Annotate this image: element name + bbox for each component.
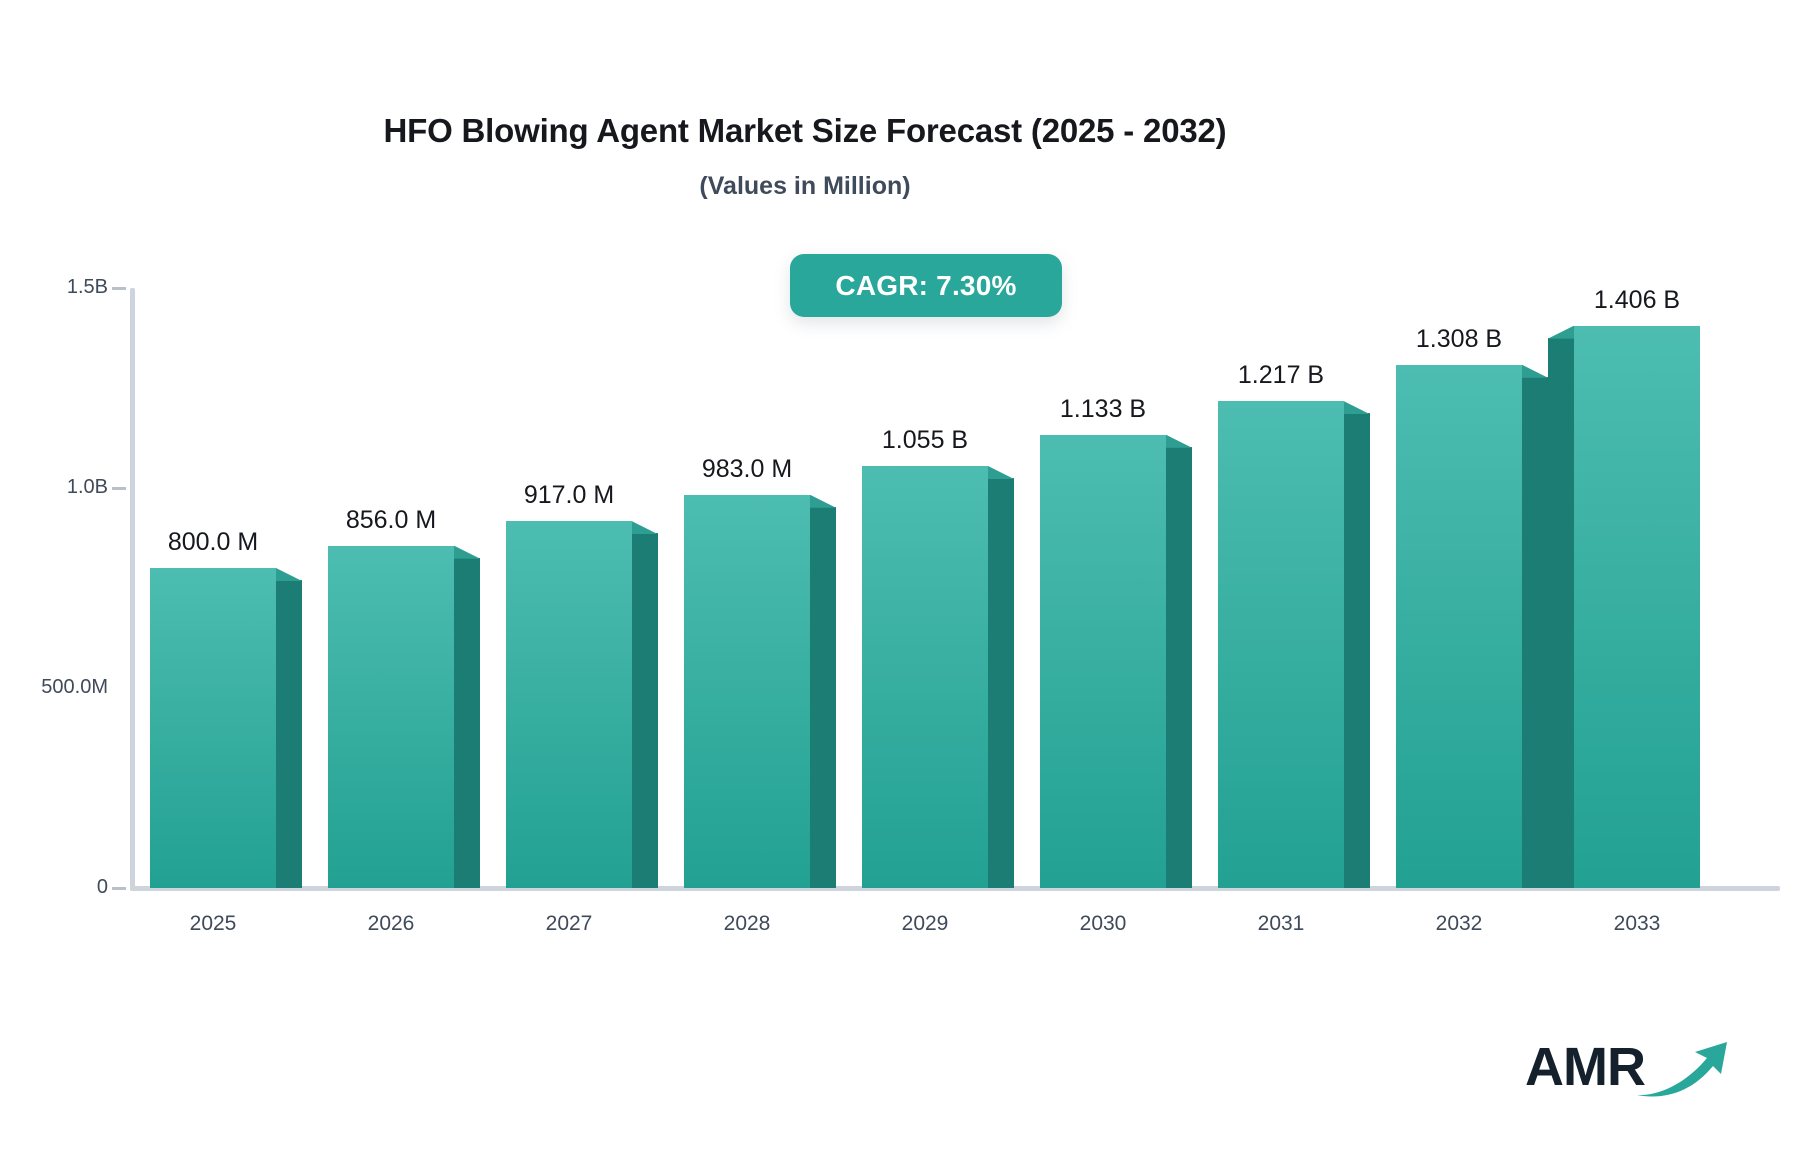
bar-value-label: 1.217 B xyxy=(1237,361,1325,390)
bar-side-face xyxy=(1166,446,1192,888)
bar-value-label: 856.0 M xyxy=(345,505,437,534)
bar-side-face xyxy=(1522,376,1548,888)
y-tick-mark xyxy=(112,887,126,890)
bar-front-face xyxy=(328,545,454,888)
chart-title: HFO Blowing Agent Market Size Forecast (… xyxy=(383,112,1227,149)
y-tick-label: 500.0M xyxy=(41,676,108,698)
bar-front-face xyxy=(1040,434,1166,888)
bar-value-label: 1.133 B xyxy=(1059,394,1147,423)
bar-top-bevel xyxy=(1522,364,1548,378)
bar[interactable] xyxy=(1396,364,1548,888)
bar[interactable] xyxy=(684,494,836,888)
bar-value-label: 800.0 M xyxy=(167,528,259,556)
y-axis-line xyxy=(130,288,135,888)
bar-side-face xyxy=(632,533,658,888)
y-tick-mark xyxy=(112,487,126,490)
cagr-badge-label: CAGR: 7.30% xyxy=(835,269,1017,301)
chart-subtitle: (Values in Million) xyxy=(699,172,911,200)
bar-front-face xyxy=(684,494,810,888)
bar-side-face xyxy=(810,506,836,888)
bar-front-face xyxy=(1574,325,1700,888)
x-axis-label: 2028 xyxy=(723,912,771,935)
bar-side-face xyxy=(1344,413,1370,888)
bar-value-label: 1.308 B xyxy=(1415,324,1503,353)
bar[interactable] xyxy=(328,545,480,888)
bar-value-label: 1.406 B xyxy=(1593,285,1681,314)
bar-value-label: 1.055 B xyxy=(881,426,969,454)
bar-value-label: 983.0 M xyxy=(701,454,793,483)
bar-side-face xyxy=(988,478,1014,888)
x-axis-label: 2027 xyxy=(545,912,593,935)
y-tick: 1.0B xyxy=(0,476,108,500)
bar-front-face xyxy=(1218,401,1344,888)
x-axis-label: 2030 xyxy=(1079,912,1127,935)
bar[interactable] xyxy=(862,466,1014,888)
y-tick: 500.0M xyxy=(0,676,108,700)
bar-side-face xyxy=(276,580,302,888)
x-axis-label: 2031 xyxy=(1257,912,1305,935)
bar-top-bevel xyxy=(1166,434,1192,448)
y-tick: 1.5B xyxy=(0,276,108,300)
bar-front-face xyxy=(1396,364,1522,888)
cagr-badge: CAGR: 7.30% xyxy=(790,254,1062,317)
bar-top-bevel xyxy=(1344,401,1370,415)
x-axis-label: 2025 xyxy=(189,912,237,935)
amr-logo: AMR xyxy=(1525,1032,1727,1108)
bar[interactable] xyxy=(150,568,302,888)
growth-arrow-icon xyxy=(1637,1042,1727,1097)
bar-value-label: 917.0 M xyxy=(523,481,615,510)
y-tick-label: 1.5B xyxy=(66,276,108,298)
bar-front-face xyxy=(862,466,988,888)
bar[interactable] xyxy=(1218,401,1370,888)
x-axis-label: 2026 xyxy=(367,912,415,935)
y-tick-mark xyxy=(112,287,126,290)
bar-side-face xyxy=(454,557,480,888)
bar-top-bevel xyxy=(632,521,658,535)
bar[interactable] xyxy=(1548,325,1700,888)
x-axis-label: 2032 xyxy=(1435,912,1483,935)
amr-logo-text: AMR xyxy=(1525,1037,1646,1097)
bar[interactable] xyxy=(506,521,658,888)
x-axis-label: 2033 xyxy=(1613,912,1661,935)
bar-front-face xyxy=(506,521,632,888)
y-tick: 0 xyxy=(0,876,108,900)
x-axis-label: 2029 xyxy=(901,912,949,935)
bar-top-bevel xyxy=(988,466,1014,479)
y-tick-label: 1.0B xyxy=(66,476,108,498)
bar-front-face xyxy=(150,568,276,888)
x-axis-line xyxy=(130,886,1780,891)
bar[interactable] xyxy=(1040,434,1192,888)
bar-side-face xyxy=(1548,337,1574,888)
y-tick-label: 0 xyxy=(96,876,108,898)
bar-top-bevel xyxy=(810,494,836,508)
